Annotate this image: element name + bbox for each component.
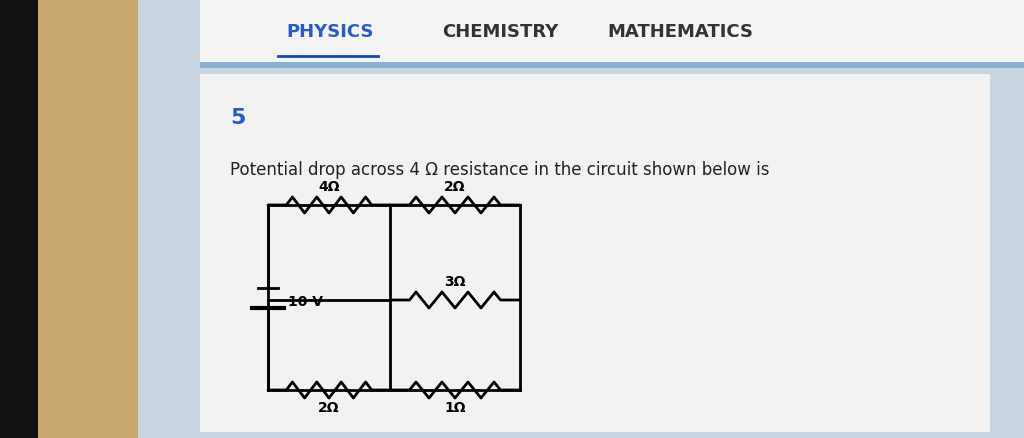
Bar [200, 0, 1024, 68]
Bar [138, 0, 1024, 438]
Text: PHYSICS: PHYSICS [287, 23, 374, 41]
Text: 2Ω: 2Ω [444, 180, 466, 194]
Bar [38, 0, 138, 438]
Text: 1Ω: 1Ω [444, 401, 466, 415]
Text: 5: 5 [230, 108, 246, 128]
Bar [200, 62, 1024, 68]
Bar [0, 0, 38, 438]
Text: 3Ω: 3Ω [444, 275, 466, 289]
Bar [200, 74, 990, 432]
Text: Potential drop across 4 Ω resistance in the circuit shown below is: Potential drop across 4 Ω resistance in … [230, 161, 769, 179]
Text: MATHEMATICS: MATHEMATICS [607, 23, 753, 41]
Text: 2Ω: 2Ω [318, 401, 340, 415]
Text: 10 V: 10 V [288, 296, 323, 310]
Text: 4Ω: 4Ω [318, 180, 340, 194]
Text: CHEMISTRY: CHEMISTRY [442, 23, 558, 41]
